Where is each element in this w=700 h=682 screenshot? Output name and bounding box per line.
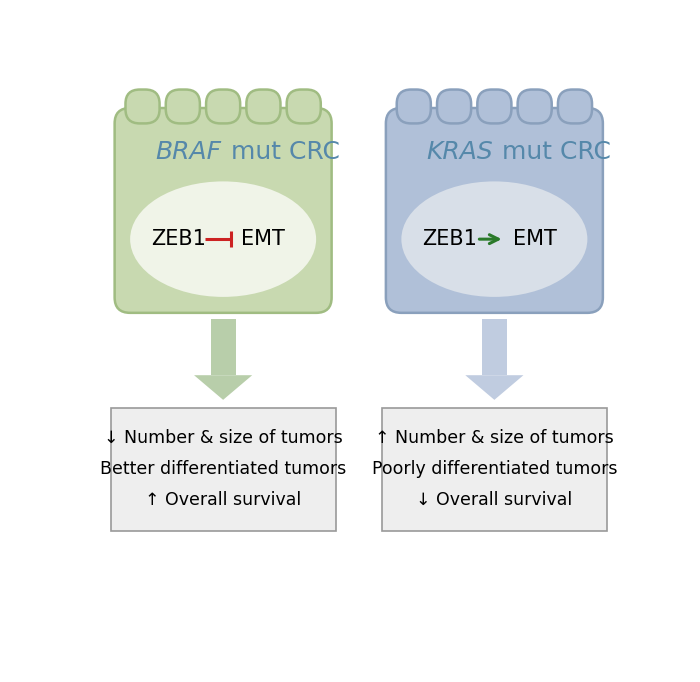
Text: Better differentiated tumors: Better differentiated tumors [100,460,346,478]
FancyBboxPatch shape [517,89,552,123]
FancyBboxPatch shape [246,89,281,123]
Text: ZEB1: ZEB1 [422,229,477,249]
FancyBboxPatch shape [397,89,430,123]
Text: mut CRC: mut CRC [494,140,611,164]
Text: ↑ Number & size of tumors: ↑ Number & size of tumors [375,430,614,447]
Text: ↓ Number & size of tumors: ↓ Number & size of tumors [104,430,342,447]
FancyBboxPatch shape [558,89,592,123]
Text: ↓ Overall survival: ↓ Overall survival [416,491,573,509]
Text: ZEB1: ZEB1 [150,229,206,249]
Bar [211,319,235,375]
Text: Poorly differentiated tumors: Poorly differentiated tumors [372,460,617,478]
Ellipse shape [130,181,316,297]
Ellipse shape [401,181,587,297]
Text: mut CRC: mut CRC [223,140,340,164]
FancyBboxPatch shape [125,89,160,123]
Text: ↑ Overall survival: ↑ Overall survival [145,491,301,509]
Text: BRAF: BRAF [155,140,222,164]
FancyBboxPatch shape [115,108,332,313]
FancyBboxPatch shape [166,89,200,123]
Bar [482,319,507,375]
Text: KRAS: KRAS [426,140,493,164]
FancyBboxPatch shape [437,89,471,123]
FancyBboxPatch shape [206,89,240,123]
Text: EMT: EMT [512,229,556,249]
Bar [111,408,335,531]
Text: EMT: EMT [241,229,286,249]
FancyBboxPatch shape [477,89,512,123]
Polygon shape [194,375,252,400]
Bar [382,408,607,531]
FancyBboxPatch shape [386,108,603,313]
Polygon shape [466,375,524,400]
FancyBboxPatch shape [287,89,321,123]
